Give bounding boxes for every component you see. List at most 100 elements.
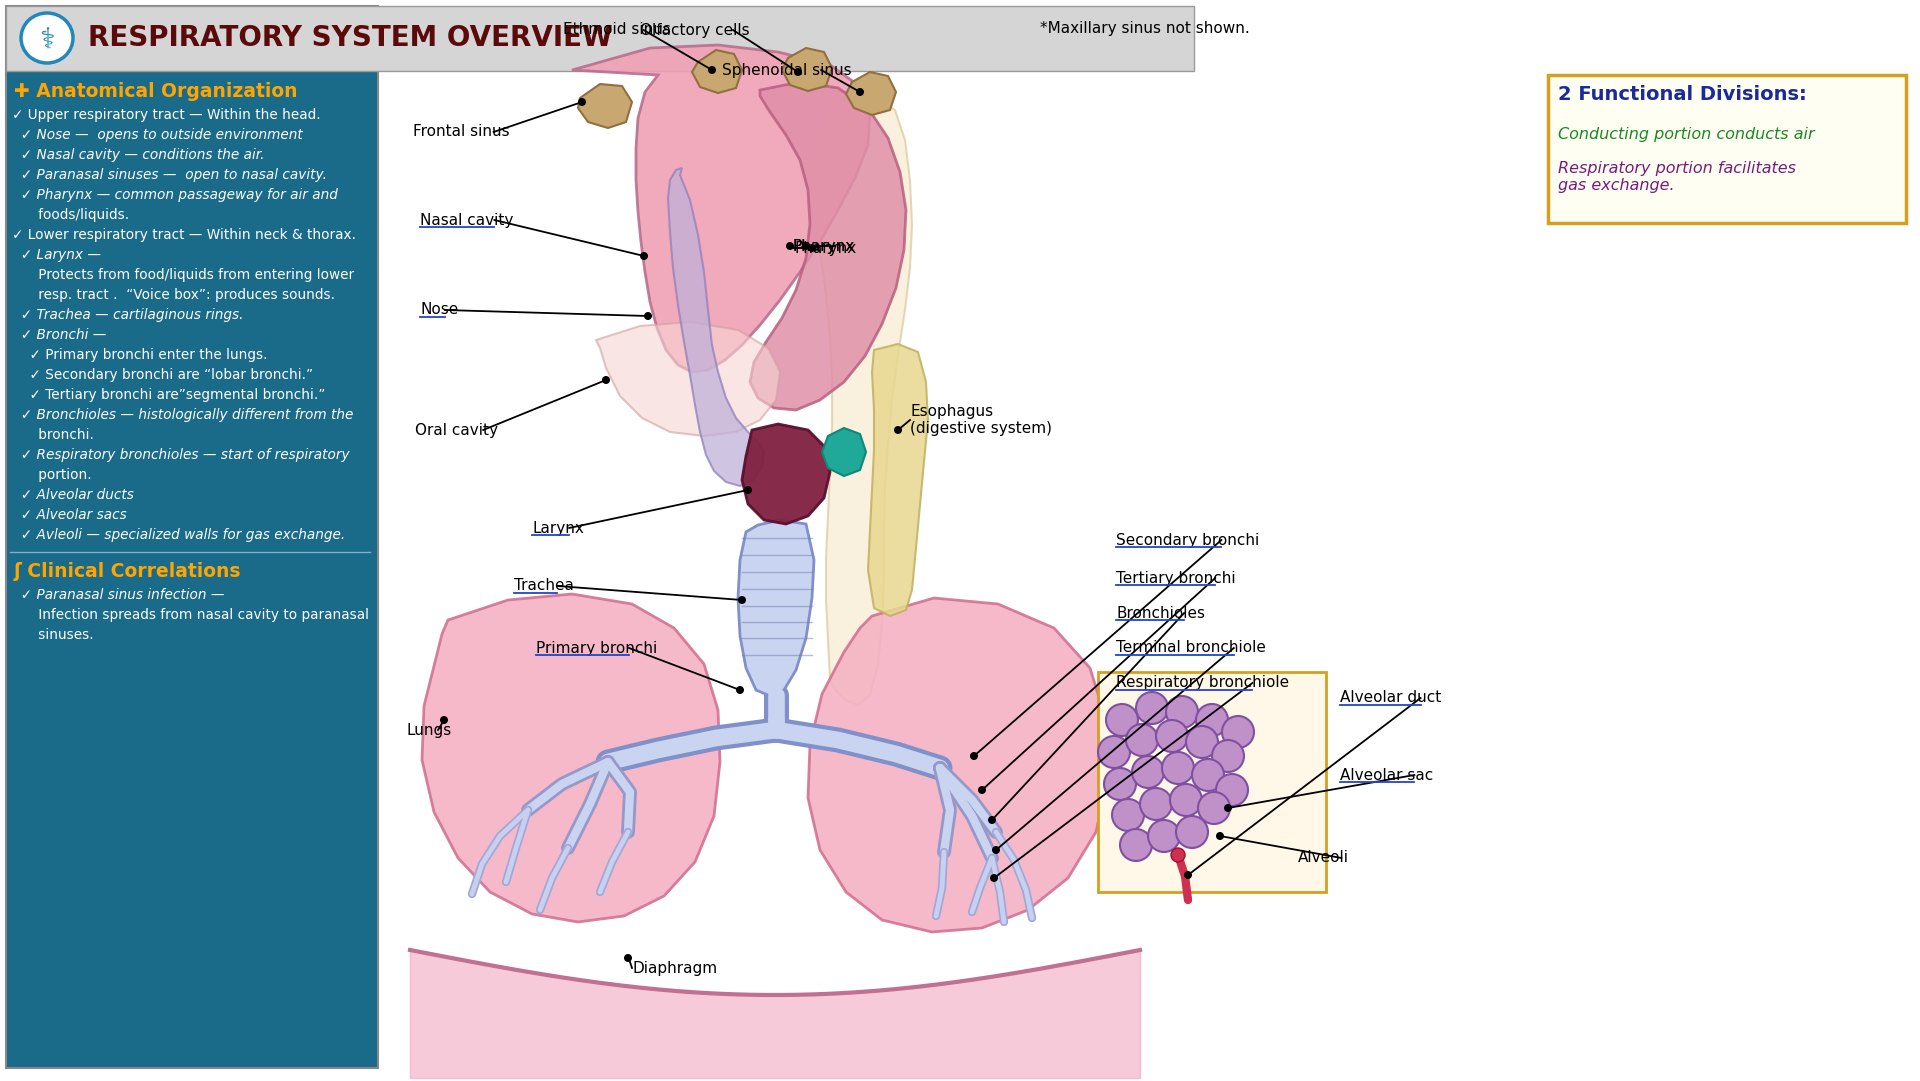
Polygon shape xyxy=(422,593,720,922)
Text: ✓ Nose —  opens to outside environment: ✓ Nose — opens to outside environment xyxy=(12,128,303,142)
Text: ✓ Upper respiratory tract — Within the head.: ✓ Upper respiratory tract — Within the h… xyxy=(12,108,321,122)
Text: ✓ Trachea — cartilaginous rings.: ✓ Trachea — cartilaginous rings. xyxy=(12,308,244,322)
Text: Ethmoid sinus: Ethmoid sinus xyxy=(563,23,670,38)
Text: Pharynx: Pharynx xyxy=(795,240,856,255)
Circle shape xyxy=(1162,752,1194,784)
Text: ✓ Pharynx — common passageway for air and: ✓ Pharynx — common passageway for air an… xyxy=(12,188,338,202)
Circle shape xyxy=(1148,820,1181,852)
Text: ✓ Bronchi —: ✓ Bronchi — xyxy=(12,328,106,342)
Text: ✓ Alveolar ducts: ✓ Alveolar ducts xyxy=(12,488,134,502)
Polygon shape xyxy=(847,72,897,115)
Circle shape xyxy=(1104,768,1137,800)
Text: Primary bronchi: Primary bronchi xyxy=(536,641,657,655)
Polygon shape xyxy=(572,45,870,372)
Circle shape xyxy=(1215,832,1225,840)
FancyBboxPatch shape xyxy=(6,6,1194,71)
Text: Pharynx: Pharynx xyxy=(791,239,854,254)
Circle shape xyxy=(603,376,611,384)
Polygon shape xyxy=(814,95,912,705)
Text: ✓ Bronchioles — histologically different from the: ✓ Bronchioles — histologically different… xyxy=(12,408,353,422)
Text: ✓ Tertiary bronchi are”segmental bronchi.”: ✓ Tertiary bronchi are”segmental bronchi… xyxy=(12,388,324,402)
Text: Sphenoidal sinus: Sphenoidal sinus xyxy=(722,63,852,78)
Text: Alveolar duct: Alveolar duct xyxy=(1340,691,1442,706)
Text: Alveolar sac: Alveolar sac xyxy=(1340,768,1432,783)
Text: ✓ Primary bronchi enter the lungs.: ✓ Primary bronchi enter the lungs. xyxy=(12,348,267,362)
Circle shape xyxy=(1198,792,1231,824)
Circle shape xyxy=(970,752,977,760)
Text: Olfactory cells: Olfactory cells xyxy=(639,23,749,38)
Circle shape xyxy=(1185,871,1192,879)
Text: 2 Functional Divisions:: 2 Functional Divisions: xyxy=(1557,85,1807,104)
Polygon shape xyxy=(578,84,632,128)
Text: Tertiary bronchi: Tertiary bronchi xyxy=(1116,571,1236,586)
Text: Oral cavity: Oral cavity xyxy=(415,423,497,438)
Circle shape xyxy=(1112,799,1144,831)
Circle shape xyxy=(745,486,753,494)
Text: ✓ Nasal cavity — conditions the air.: ✓ Nasal cavity — conditions the air. xyxy=(12,148,265,162)
Circle shape xyxy=(1192,759,1225,791)
Text: ✓ Avleoli — specialized walls for gas exchange.: ✓ Avleoli — specialized walls for gas ex… xyxy=(12,528,346,542)
Text: Esophagus
(digestive system): Esophagus (digestive system) xyxy=(910,404,1052,437)
Text: ʃ Clinical Correlations: ʃ Clinical Correlations xyxy=(13,562,242,580)
Circle shape xyxy=(895,426,902,433)
Text: Secondary bronchi: Secondary bronchi xyxy=(1116,533,1260,547)
Circle shape xyxy=(795,68,803,76)
Polygon shape xyxy=(668,168,764,486)
Text: ✓ Paranasal sinuses —  open to nasal cavity.: ✓ Paranasal sinuses — open to nasal cavi… xyxy=(12,168,326,182)
Text: Terminal bronchiole: Terminal bronchiole xyxy=(1116,641,1265,655)
Polygon shape xyxy=(691,50,741,93)
Text: Infection spreads from nasal cavity to paranasal: Infection spreads from nasal cavity to p… xyxy=(12,608,369,622)
Text: Pharynx: Pharynx xyxy=(791,239,854,254)
Text: Conducting portion conducts air: Conducting portion conducts air xyxy=(1557,126,1814,142)
Circle shape xyxy=(737,596,747,604)
Polygon shape xyxy=(737,520,814,696)
Text: Alveoli: Alveoli xyxy=(1298,851,1350,866)
Text: Bronchioles: Bronchioles xyxy=(1116,605,1206,620)
Text: sinuses.: sinuses. xyxy=(12,628,94,642)
FancyBboxPatch shape xyxy=(1098,672,1327,892)
Polygon shape xyxy=(781,48,831,91)
Circle shape xyxy=(643,312,653,320)
Polygon shape xyxy=(868,344,927,616)
Circle shape xyxy=(1169,784,1202,816)
Circle shape xyxy=(1106,704,1139,736)
Circle shape xyxy=(708,66,716,74)
Text: ✚ Anatomical Organization: ✚ Anatomical Organization xyxy=(13,82,298,101)
Text: Protects from food/liquids from entering lower: Protects from food/liquids from entering… xyxy=(12,268,353,282)
Circle shape xyxy=(1215,774,1248,806)
Circle shape xyxy=(1187,726,1217,758)
Circle shape xyxy=(993,846,1000,854)
Text: Nose: Nose xyxy=(420,303,459,318)
Circle shape xyxy=(578,98,586,106)
Circle shape xyxy=(1125,724,1158,756)
Text: Nasal cavity: Nasal cavity xyxy=(420,213,513,227)
Text: Lungs: Lungs xyxy=(407,722,453,737)
Text: *Maxillary sinus not shown.: *Maxillary sinus not shown. xyxy=(1041,21,1250,36)
Text: resp. tract .  “Voice box”: produces sounds.: resp. tract . “Voice box”: produces soun… xyxy=(12,288,334,302)
Circle shape xyxy=(735,686,745,694)
Text: ✓ Secondary bronchi are “lobar bronchi.”: ✓ Secondary bronchi are “lobar bronchi.” xyxy=(12,368,313,382)
Circle shape xyxy=(1165,696,1198,728)
Circle shape xyxy=(1225,804,1233,812)
Text: ✓ Lower respiratory tract — Within neck & thorax.: ✓ Lower respiratory tract — Within neck … xyxy=(12,228,355,242)
Polygon shape xyxy=(808,598,1108,932)
Text: Larynx: Larynx xyxy=(532,520,584,535)
Text: foods/liquids.: foods/liquids. xyxy=(12,208,129,222)
Polygon shape xyxy=(595,322,780,436)
Polygon shape xyxy=(751,82,906,410)
Polygon shape xyxy=(822,428,866,476)
Circle shape xyxy=(1196,704,1229,736)
Circle shape xyxy=(1221,716,1254,748)
FancyBboxPatch shape xyxy=(1548,75,1907,223)
Circle shape xyxy=(1098,736,1131,768)
Text: ⚕: ⚕ xyxy=(38,26,56,54)
Circle shape xyxy=(639,252,649,261)
Circle shape xyxy=(1137,692,1167,724)
Circle shape xyxy=(440,716,447,724)
Polygon shape xyxy=(741,424,829,524)
Circle shape xyxy=(1156,720,1188,752)
Text: bronchi.: bronchi. xyxy=(12,428,94,442)
Text: ✓ Respiratory bronchioles — start of respiratory: ✓ Respiratory bronchioles — start of res… xyxy=(12,448,349,462)
Circle shape xyxy=(1133,756,1164,788)
Circle shape xyxy=(991,875,998,882)
